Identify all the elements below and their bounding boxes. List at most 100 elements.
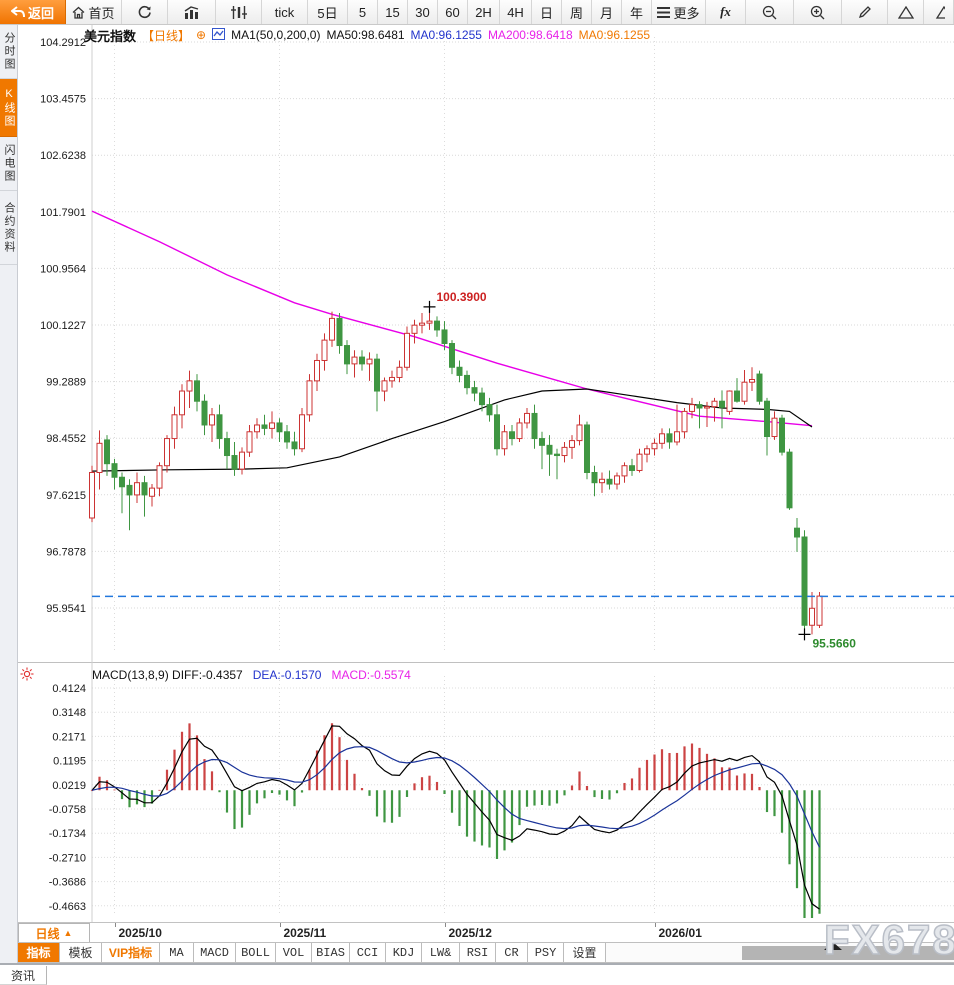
indicator-tab-0[interactable]: 指标 bbox=[18, 943, 60, 962]
toolbar-button-home[interactable]: 首页 bbox=[66, 0, 122, 24]
macd-hist-bar bbox=[278, 790, 281, 795]
macd-hist-bar bbox=[503, 790, 506, 851]
indicator-tab-7[interactable]: BIAS bbox=[312, 943, 350, 962]
y-axis-label: 104.2912 bbox=[40, 37, 86, 49]
macd-hist-bar bbox=[420, 777, 424, 791]
macd-y-axis-label: 0.3148 bbox=[52, 707, 86, 719]
toolbar-button-fx[interactable]: fx bbox=[706, 0, 746, 24]
indicator-tab-12[interactable]: CR bbox=[496, 943, 528, 962]
toolbar-label: 5日 bbox=[317, 5, 338, 21]
h-scrollbar[interactable] bbox=[606, 942, 954, 962]
toolbar-button-day[interactable]: 日 bbox=[532, 0, 562, 24]
toolbar-button-shapes-partial[interactable] bbox=[924, 0, 954, 24]
candle bbox=[689, 404, 695, 412]
toolbar-button-tick[interactable]: tick bbox=[262, 0, 308, 24]
candle bbox=[389, 376, 395, 382]
macd-hist-bar bbox=[345, 759, 349, 791]
candle bbox=[786, 451, 793, 509]
toolbar-button-h4[interactable]: 4H bbox=[500, 0, 532, 24]
sidebar-tab-0[interactable]: 分时图 bbox=[0, 25, 17, 79]
low-price-label: 95.5660 bbox=[813, 636, 857, 650]
indicator-tab-10[interactable]: LW& bbox=[422, 943, 460, 962]
macd-hist-bar bbox=[158, 789, 161, 791]
macd-hist-bar bbox=[758, 787, 761, 791]
month-label: 2025/11 bbox=[283, 926, 327, 940]
toolbar-button-m30[interactable]: 30 bbox=[408, 0, 438, 24]
indicator-tab-2[interactable]: VIP指标 bbox=[102, 943, 160, 962]
indicator-settings-icon[interactable] bbox=[20, 667, 34, 686]
toolbar-button-month[interactable]: 月 bbox=[592, 0, 622, 24]
macd-hist-bar bbox=[248, 790, 251, 815]
sidebar-tab-3[interactable]: 合约资料 bbox=[0, 191, 17, 265]
main-chart-svg: 104.2912 103.4575 102.6238 101.7901 100.9564… bbox=[40, 25, 954, 662]
scroll-handle-icon[interactable] bbox=[824, 942, 842, 950]
toolbar-button-zoom-out[interactable] bbox=[746, 0, 794, 24]
indicator-tab-6[interactable]: VOL bbox=[276, 943, 312, 962]
period-selector-button[interactable]: 日线 ▲ bbox=[18, 923, 90, 943]
indicator-tab-3[interactable]: MA bbox=[160, 943, 194, 962]
low-cross-marker bbox=[798, 628, 811, 641]
macd-hist-bar bbox=[608, 790, 611, 800]
add-indicator-icon[interactable]: ⊕ bbox=[196, 28, 207, 42]
toolbar-button-candlestick[interactable] bbox=[216, 0, 262, 24]
indicator-tabs-row: 指标 模板 VIP指标 MA MACD BOLL VOL BIAS CCI KDJ LW& RSI CR… bbox=[18, 942, 954, 963]
x-axis-row: 日线 ▲ 2025/10 2025/11 2025/12 2026/01 bbox=[18, 922, 954, 943]
macd-y-axis-label: -0.1734 bbox=[49, 828, 86, 840]
candle bbox=[314, 359, 320, 382]
main-chart[interactable]: 104.2912 103.4575 102.6238 101.7901 100.9564… bbox=[18, 25, 954, 662]
candle bbox=[164, 438, 170, 467]
macd-hist-bar bbox=[773, 790, 776, 817]
toolbar-button-m5[interactable]: 5 bbox=[348, 0, 378, 24]
candle bbox=[569, 440, 575, 448]
macd-hist-bar bbox=[675, 752, 679, 791]
indicator-tab-11[interactable]: RSI bbox=[460, 943, 496, 962]
macd-hist-bar bbox=[488, 790, 491, 848]
sidebar-tab-1[interactable]: K线图 bbox=[0, 79, 17, 137]
candle bbox=[134, 482, 140, 496]
indicator-tab-4[interactable]: MACD bbox=[194, 943, 236, 962]
macd-hist-bar bbox=[720, 767, 724, 791]
toolbar-button-refresh[interactable] bbox=[122, 0, 168, 24]
indicator-tab-8[interactable]: CCI bbox=[350, 943, 386, 962]
macd-y-axis-label: 0.1195 bbox=[53, 756, 86, 768]
indicator-tab-9[interactable]: KDJ bbox=[386, 943, 422, 962]
h-scrollbar-thumb[interactable] bbox=[742, 946, 954, 960]
macd-params: MACD(13,8,9) DIFF:-0.4357 bbox=[92, 668, 243, 682]
candle bbox=[591, 472, 598, 484]
toolbar-button-bar-chart[interactable] bbox=[168, 0, 216, 24]
macd-hist-bar bbox=[390, 790, 394, 823]
news-tab[interactable]: 资讯 bbox=[0, 966, 47, 985]
indicator-tab-5[interactable]: BOLL bbox=[236, 943, 276, 962]
indicator-tab-14[interactable]: 设置 bbox=[564, 943, 606, 962]
indicator-tab-1[interactable]: 模板 bbox=[60, 943, 102, 962]
toolbar-button-m60[interactable]: 60 bbox=[438, 0, 468, 24]
macd-hist-bar bbox=[143, 790, 146, 808]
toolbar-button-draw[interactable] bbox=[842, 0, 888, 24]
toolbar-button-h2[interactable]: 2H bbox=[468, 0, 500, 24]
month-tick bbox=[279, 923, 281, 927]
macd-hist-bar bbox=[375, 790, 379, 817]
toolbar-button-year[interactable]: 年 bbox=[622, 0, 652, 24]
macd-hist-bar bbox=[180, 731, 184, 791]
macd-chart[interactable]: 0.4124 0.3148 0.2171 0.1195 0.0219 -0.0758 -0.… bbox=[18, 662, 954, 922]
macd-hist-bar bbox=[270, 790, 274, 794]
toolbar-button-m15[interactable]: 15 bbox=[378, 0, 408, 24]
y-axis-label: 96.7878 bbox=[46, 546, 86, 558]
toolbar-button-zoom-in[interactable] bbox=[794, 0, 842, 24]
candle bbox=[404, 332, 410, 368]
indicator-tab-13[interactable]: PSY bbox=[528, 943, 564, 962]
macd-hist-bar bbox=[525, 790, 529, 807]
candle bbox=[239, 451, 245, 470]
toolbar-button-week[interactable]: 周 bbox=[562, 0, 592, 24]
macd-hist-bar bbox=[330, 723, 334, 791]
macd-hist-bar bbox=[225, 790, 229, 813]
candle bbox=[734, 390, 740, 402]
toolbar-button-shapes[interactable] bbox=[888, 0, 924, 24]
candle bbox=[501, 431, 508, 450]
macd-y-axis-label: 0.4124 bbox=[52, 683, 86, 695]
toolbar-button-back[interactable]: 返回 bbox=[0, 0, 66, 24]
sidebar-tab-2[interactable]: 闪电图 bbox=[0, 137, 17, 191]
toolbar-button-5d[interactable]: 5日 bbox=[308, 0, 348, 24]
toolbar-button-more[interactable]: 更多 bbox=[652, 0, 706, 24]
